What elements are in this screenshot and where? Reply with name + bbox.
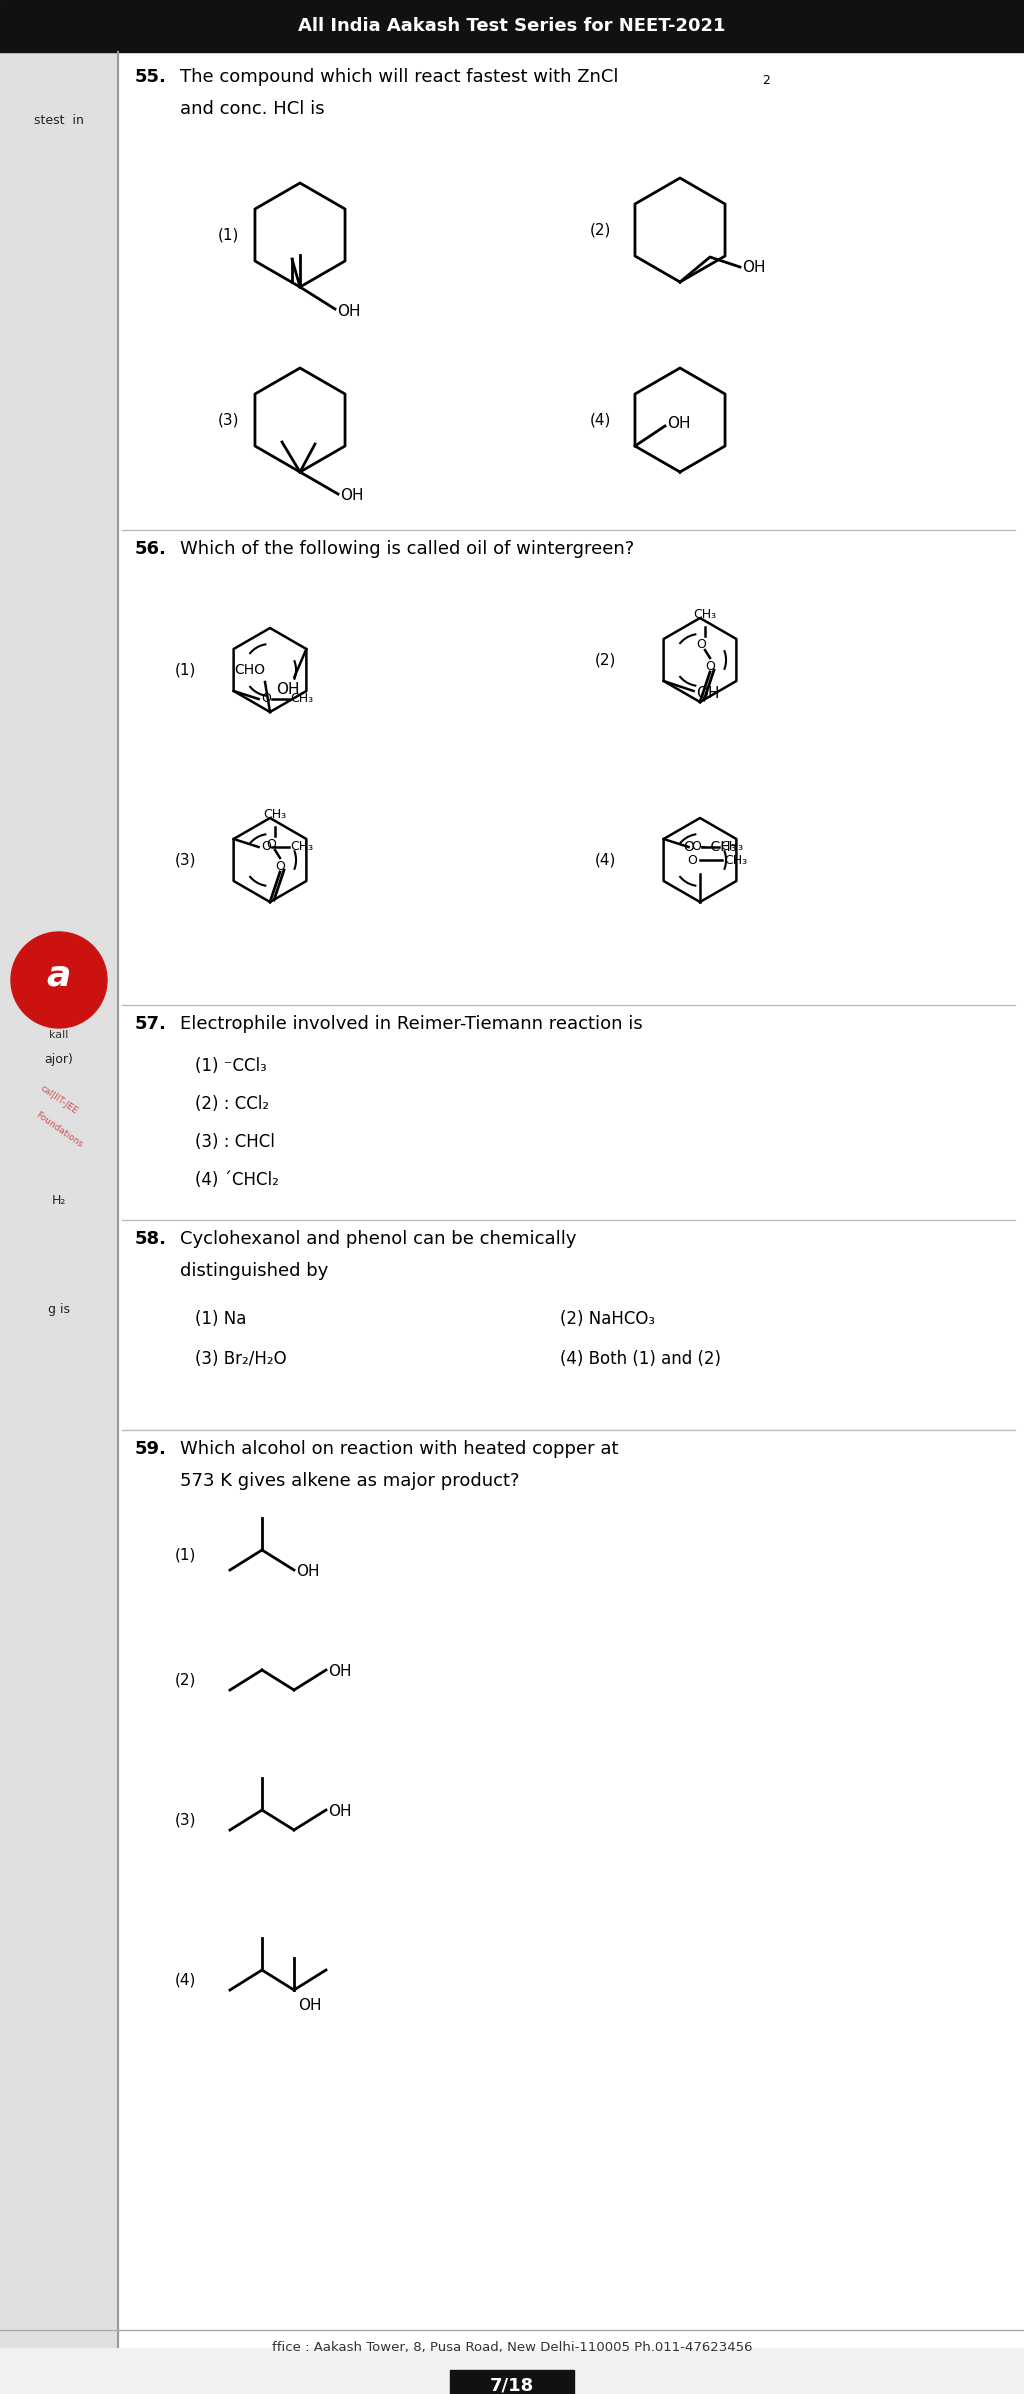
Text: 59.: 59. [135,1441,167,1458]
Text: ffice : Aakash Tower, 8, Pusa Road, New Delhi-110005 Ph.011-47623456: ffice : Aakash Tower, 8, Pusa Road, New … [271,2341,753,2356]
Text: g is: g is [48,1302,70,1317]
Text: CH₃: CH₃ [263,807,287,821]
Bar [118,53,1024,2346]
Text: O: O [275,859,285,871]
Text: Which of the following is called oil of wintergreen?: Which of the following is called oil of … [180,541,634,558]
Text: (1): (1) [175,1547,197,1563]
Text: (4): (4) [175,1973,197,1987]
Text: CH₃: CH₃ [291,692,313,706]
Text: (2) : CCl₂: (2) : CCl₂ [195,1094,269,1113]
Text: 57.: 57. [135,1015,167,1032]
Text: 55.: 55. [135,67,167,86]
Text: (3): (3) [175,852,197,867]
Text: O: O [266,838,275,850]
Text: (2): (2) [175,1673,197,1688]
Text: CH₃: CH₃ [721,840,743,855]
Text: O: O [261,840,271,855]
Text: OH: OH [695,685,719,701]
Text: 573 K gives alkene as major product?: 573 K gives alkene as major product? [180,1472,519,1489]
Text: CH₃: CH₃ [291,840,313,855]
Text: OH: OH [742,259,766,275]
Text: (3): (3) [175,1812,197,1827]
Text: OH: OH [298,1997,322,2013]
Text: distinguished by: distinguished by [180,1262,329,1281]
Text: (2): (2) [595,654,616,668]
Text: H₂: H₂ [52,1195,67,1207]
Text: (1) Na: (1) Na [195,1310,247,1329]
Text: O: O [706,658,715,673]
Text: CHO: CHO [234,663,265,678]
Text: OH: OH [328,1805,351,1819]
Text: (4) Both (1) and (2): (4) Both (1) and (2) [560,1350,721,1367]
Text: (4): (4) [590,412,611,429]
Bar [0,53,118,2346]
Text: Electrophile involved in Reimer-Tiemann reaction is: Electrophile involved in Reimer-Tiemann … [180,1015,643,1032]
Bar [0,0,1024,53]
Text: (3) Br₂/H₂O: (3) Br₂/H₂O [195,1350,287,1367]
Text: The compound which will react fastest with ZnCl: The compound which will react fastest wi… [180,67,618,86]
Text: 58.: 58. [135,1231,167,1247]
Text: (3): (3) [218,412,240,429]
Text: OH: OH [340,488,364,503]
Text: 2: 2 [762,74,770,86]
Circle shape [11,931,106,1027]
Text: cal|IIT-JEE: cal|IIT-JEE [39,1084,80,1116]
Text: Cyclohexanol and phenol can be chemically: Cyclohexanol and phenol can be chemicall… [180,1231,577,1247]
Text: Foundations: Foundations [34,1111,84,1149]
Text: (2) NaHCO₃: (2) NaHCO₃ [560,1310,655,1329]
Text: (4) ˊCHCl₂: (4) ˊCHCl₂ [195,1171,279,1190]
Text: kall: kall [49,1029,69,1039]
Text: OH: OH [296,1566,319,1580]
Text: OH: OH [276,682,300,697]
Text: O: O [261,692,271,706]
Text: ajor): ajor) [45,1053,74,1065]
Text: O: O [696,637,706,651]
Text: OH: OH [667,417,690,431]
Text: (2): (2) [590,223,611,237]
Text: O – CH₃: O – CH₃ [684,840,736,855]
Text: stest  in: stest in [34,113,84,127]
Text: 56.: 56. [135,541,167,558]
Text: (1): (1) [175,663,197,678]
Text: (3) : CHCl: (3) : CHCl [195,1132,274,1152]
Text: (4): (4) [595,852,616,867]
Text: 7/18: 7/18 [489,2375,535,2394]
Text: O: O [691,840,701,855]
Text: a: a [47,960,72,994]
Text: and conc. HCl is: and conc. HCl is [180,101,325,117]
Text: O: O [687,855,697,867]
Text: CH₃: CH₃ [724,855,748,867]
Text: All India Aakash Test Series for NEET-2021: All India Aakash Test Series for NEET-20… [298,17,726,36]
Text: (1) ⁻CCl₃: (1) ⁻CCl₃ [195,1058,266,1075]
Text: CH₃: CH₃ [693,608,717,620]
Text: OH: OH [328,1664,351,1681]
Bar [450,2370,574,2394]
Text: Which alcohol on reaction with heated copper at: Which alcohol on reaction with heated co… [180,1441,618,1458]
Text: (1): (1) [218,227,240,242]
Text: OH: OH [337,304,360,318]
